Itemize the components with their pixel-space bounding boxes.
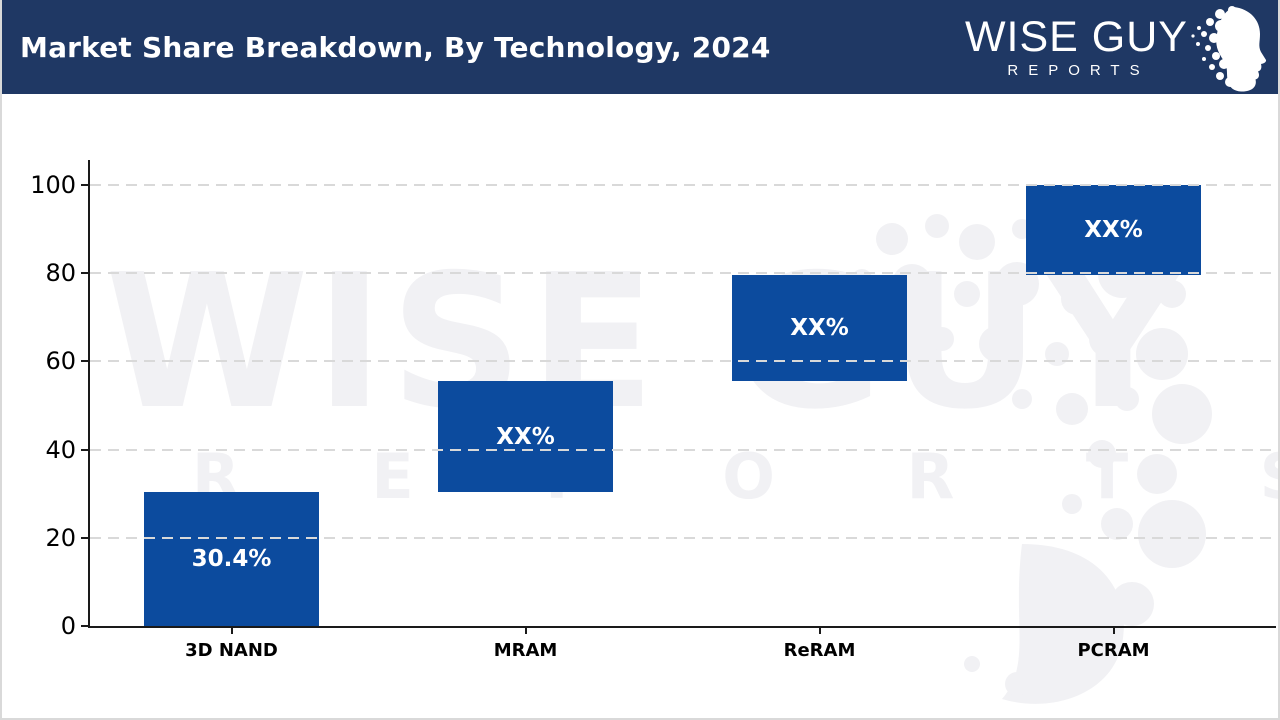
y-tick-mark — [81, 536, 89, 539]
y-tick-label: 0 — [60, 612, 76, 640]
logo-subtitle: REPORTS — [1007, 62, 1150, 79]
y-tick-label: 100 — [30, 171, 76, 199]
y-tick-label: 60 — [45, 347, 76, 376]
gridline — [90, 360, 1274, 363]
x-tick-mark — [524, 628, 527, 634]
x-tick-mark — [230, 628, 233, 634]
bar-reram: XX% — [732, 274, 907, 382]
x-tick-mark — [818, 628, 821, 634]
logo-wordmark: WISE GUY — [964, 13, 1188, 61]
y-tick-mark — [81, 272, 89, 275]
gridline — [90, 184, 1274, 186]
page-title: Market Share Breakdown, By Technology, 2… — [20, 30, 771, 64]
header-bar: Market Share Breakdown, By Technology, 2… — [2, 0, 1278, 94]
wise-guy-logo: WISE GUY REPORTS — [965, 0, 1268, 94]
bar-mram: XX% — [438, 381, 613, 492]
y-tick-mark — [81, 625, 89, 627]
bar-3d-nand: 30.4% — [144, 491, 319, 626]
y-tick-mark — [81, 184, 89, 186]
gridline — [90, 448, 1274, 451]
x-category-label: PCRAM — [1077, 640, 1150, 661]
y-tick-mark — [81, 360, 89, 363]
y-tick-label: 20 — [45, 523, 76, 552]
x-category-label: MRAM — [493, 640, 558, 661]
gridline — [90, 272, 1274, 275]
bar-value-label: XX% — [790, 315, 849, 342]
gridline — [90, 536, 1274, 539]
y-tick-mark — [81, 448, 89, 451]
logo-text: WISE GUY REPORTS — [964, 13, 1188, 79]
bar-pcram: XX% — [1026, 185, 1201, 275]
chart-plot-area: WISE GUY R E P O R T S — [2, 94, 1278, 718]
y-axis-line — [88, 160, 90, 628]
y-tick-label: 40 — [45, 435, 76, 464]
x-category-label: ReRAM — [783, 640, 856, 661]
y-tick-label: 80 — [45, 259, 76, 288]
bar-value-label: 30.4% — [191, 545, 272, 572]
bar-value-label: XX% — [496, 423, 555, 450]
x-tick-mark — [1112, 628, 1115, 634]
bar-value-label: XX% — [1084, 216, 1143, 243]
logo-head-icon — [1191, 6, 1267, 92]
x-axis-line — [88, 626, 1276, 628]
x-category-label: 3D NAND — [185, 640, 278, 661]
